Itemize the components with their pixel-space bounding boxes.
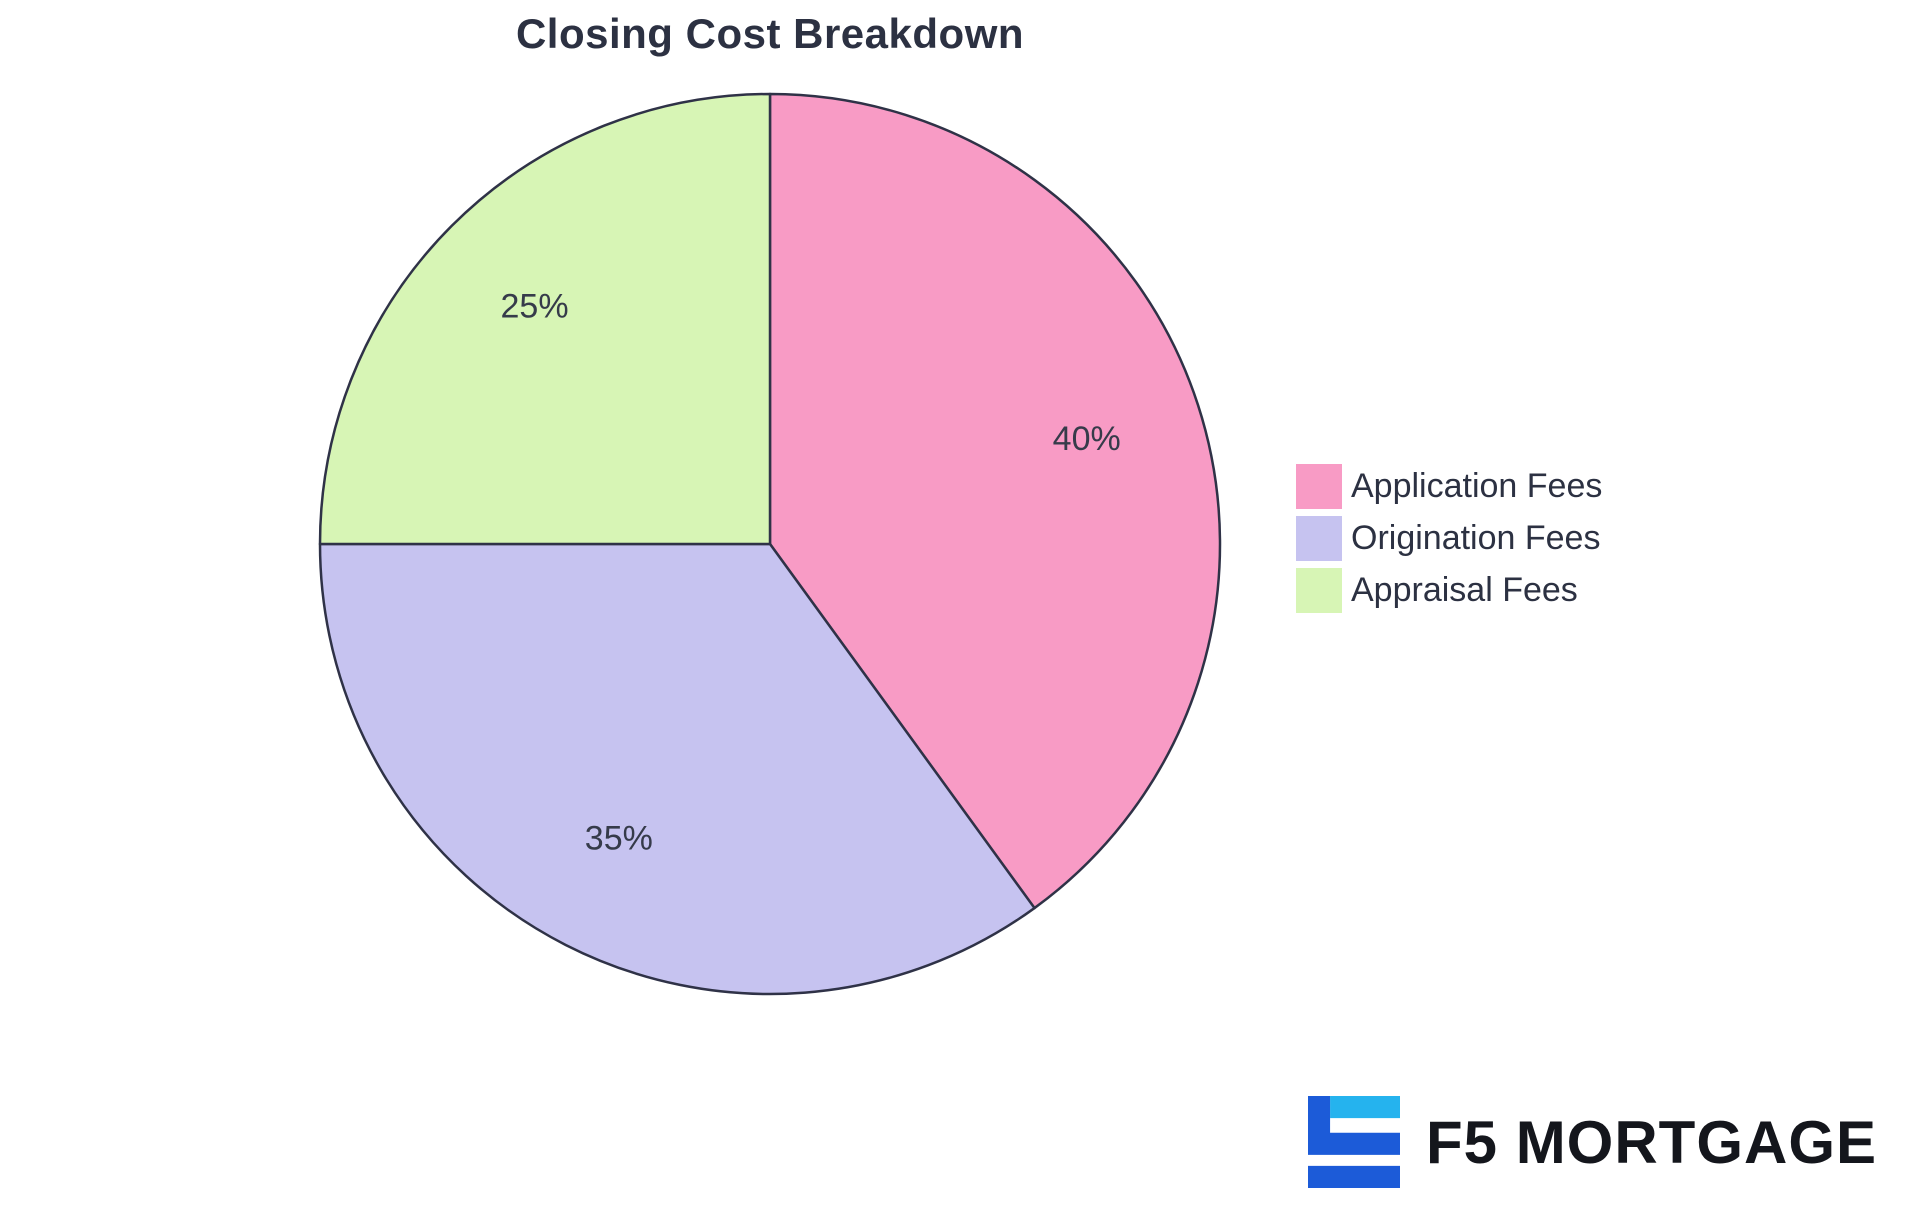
legend-swatch-appraisal-fees [1296, 568, 1342, 613]
slice-value-label-application-fees: 40% [1053, 420, 1121, 458]
legend-swatch-origination-fees [1296, 516, 1342, 561]
legend-item-origination-fees[interactable]: Origination Fees [1296, 516, 1602, 561]
chart-title: Closing Cost Breakdown [515, 10, 1025, 57]
brand-text: F5 MORTGAGE [1426, 1108, 1878, 1176]
pie-slice-application-fees[interactable] [768, 92, 1222, 910]
brand-logo: F5 MORTGAGE [1308, 1096, 1877, 1188]
pie-slice-origination-fees[interactable] [318, 542, 1036, 996]
legend-label-appraisal-fees: Appraisal Fees [1351, 571, 1578, 609]
slice-value-label-appraisal-fees: 25% [501, 288, 569, 326]
f5-logo-shapes [1308, 1096, 1400, 1188]
legend: Application Fees Origination Fees Appraisa… [1296, 464, 1602, 613]
legend-label-origination-fees: Origination Fees [1351, 519, 1601, 557]
legend-item-appraisal-fees[interactable]: Appraisal Fees [1296, 568, 1602, 613]
f5-icon-body [1308, 1096, 1400, 1188]
f5-icon-top-bar [1330, 1096, 1400, 1119]
slice-value-label-origination-fees: 35% [585, 820, 653, 858]
legend-swatch-application-fees [1296, 464, 1342, 509]
legend-item-application-fees[interactable]: Application Fees [1296, 464, 1602, 509]
pie-slice-appraisal-fees[interactable] [318, 92, 772, 546]
pie-chart: 40% 35% 25% [318, 92, 1222, 996]
f5-logo-icon [1308, 1096, 1400, 1188]
legend-label-application-fees: Application Fees [1351, 467, 1603, 505]
